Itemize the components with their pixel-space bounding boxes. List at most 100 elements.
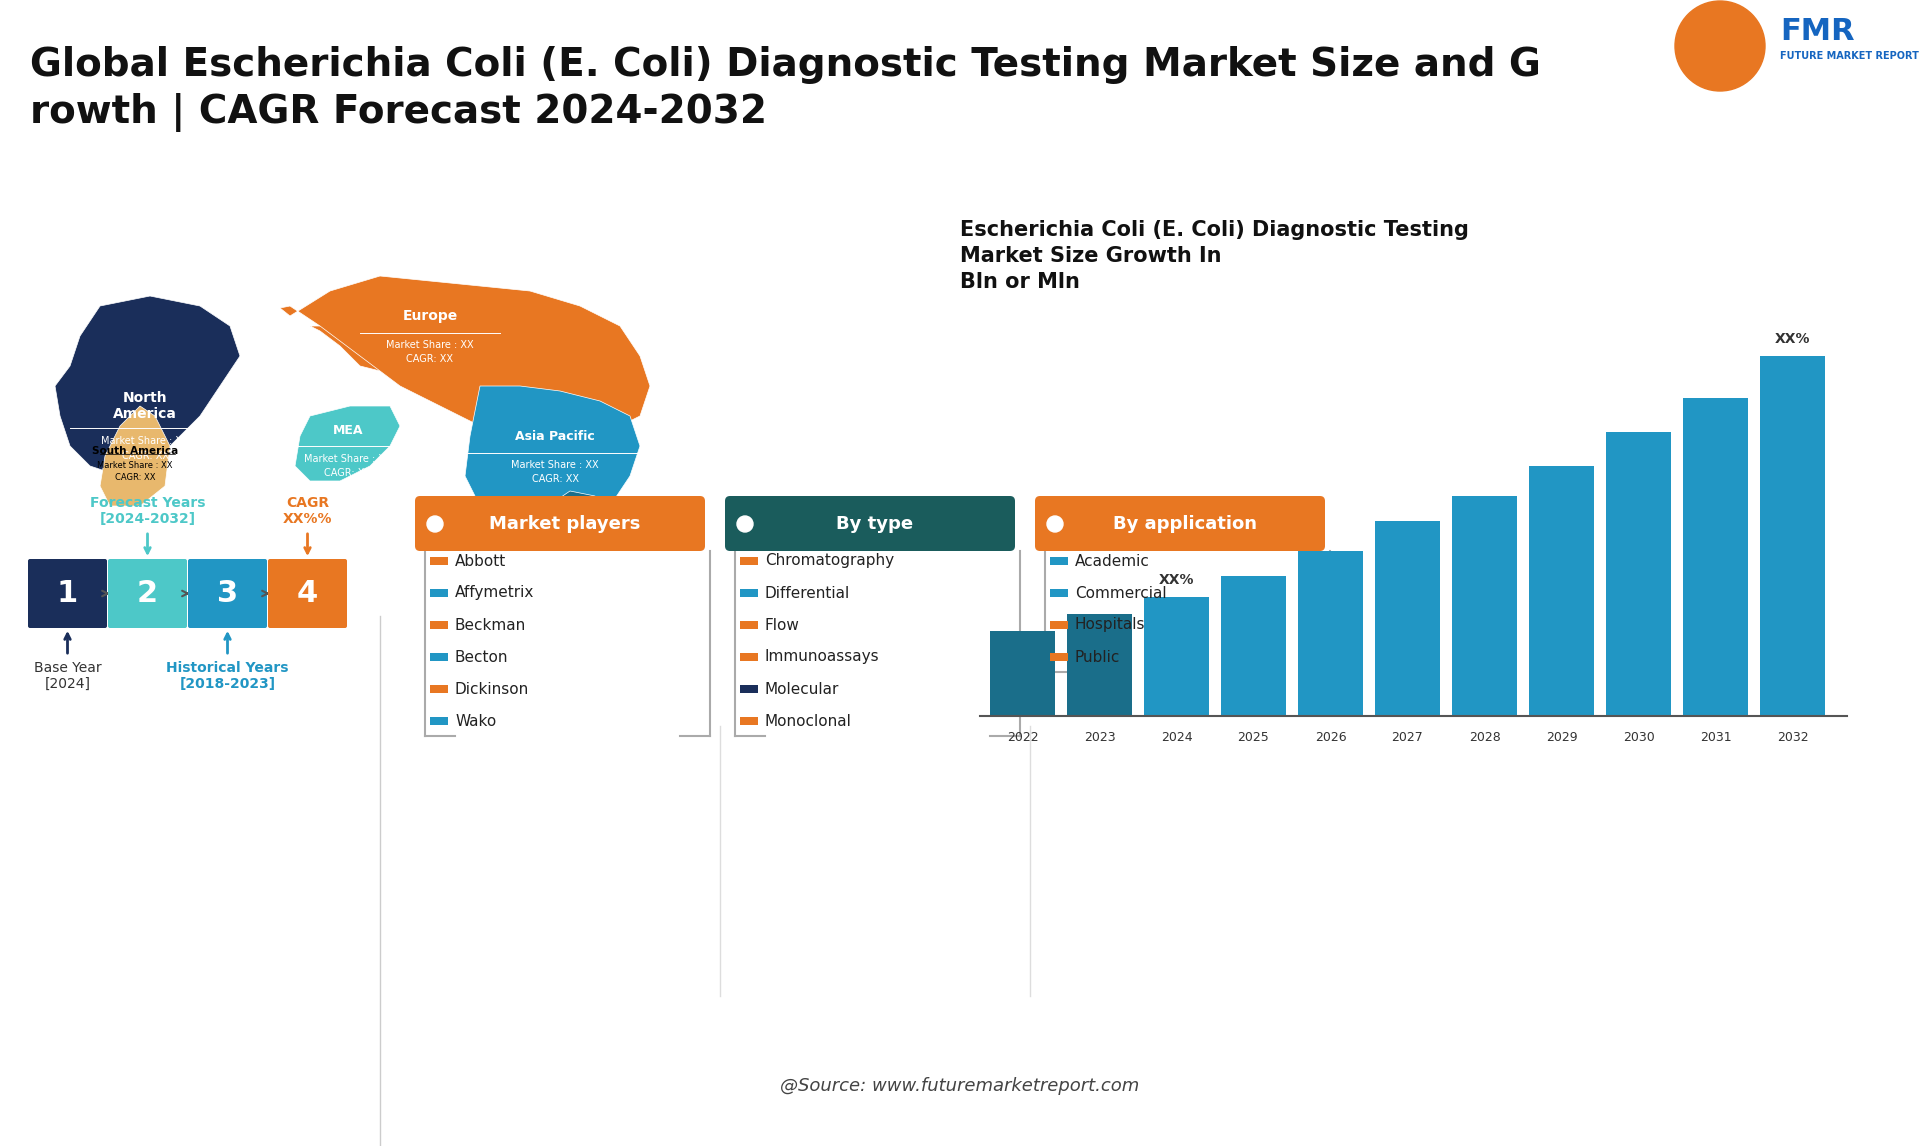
Text: Academic: Academic [1075,554,1150,568]
Text: CAGR: XX: CAGR: XX [115,473,156,482]
FancyBboxPatch shape [29,559,108,628]
Polygon shape [56,296,240,476]
Bar [430,685,447,693]
Text: Wako: Wako [455,714,495,729]
Bar [430,717,447,725]
FancyBboxPatch shape [188,559,267,628]
Text: Market Share : XX: Market Share : XX [98,461,173,470]
Bar [739,621,758,629]
Polygon shape [547,490,599,528]
Text: FUTURE MARKET REPORT: FUTURE MARKET REPORT [1780,52,1918,61]
Text: Chromatography: Chromatography [764,554,895,568]
Text: Europe: Europe [403,309,457,323]
Text: Monoclonal: Monoclonal [764,714,852,729]
Text: Becton: Becton [455,650,509,665]
Text: 2023: 2023 [1083,731,1116,744]
Bar [739,653,758,661]
Text: 2028: 2028 [1469,731,1500,744]
Text: FMR: FMR [1780,16,1855,46]
Bar [430,653,447,661]
Text: Global Escherichia Coli (E. Coli) Diagnostic Testing Market Size and G
rowth | C: Global Escherichia Coli (E. Coli) Diagno… [31,46,1542,132]
Text: XX%: XX% [1160,573,1194,588]
Text: 2032: 2032 [1776,731,1809,744]
Text: Market Share : XX: Market Share : XX [102,435,188,446]
Text: Market Share : XX: Market Share : XX [303,454,392,464]
Bar [1050,621,1068,629]
Text: XX%: XX% [1774,332,1811,346]
Bar [1298,551,1363,716]
Bar [1761,356,1826,716]
Bar [1050,589,1068,597]
Text: Base Year
[2024]: Base Year [2024] [35,661,102,691]
Text: 2025: 2025 [1238,731,1269,744]
Bar [1605,432,1670,716]
Text: Molecular: Molecular [764,682,839,697]
Text: Market Share : XX: Market Share : XX [386,340,474,350]
Text: 1: 1 [58,579,79,609]
Bar [1068,614,1133,716]
Bar [739,685,758,693]
Text: South America: South America [92,446,179,456]
Text: 4: 4 [298,579,319,609]
Bar [1452,496,1517,716]
Text: Differential: Differential [764,586,851,601]
FancyBboxPatch shape [1035,496,1325,551]
Text: Forecast Years
[2024-2032]: Forecast Years [2024-2032] [90,496,205,526]
Text: Commercial: Commercial [1075,586,1167,601]
Bar [1144,597,1210,716]
Text: Public: Public [1075,650,1121,665]
Text: 2027: 2027 [1392,731,1423,744]
Circle shape [1046,516,1064,532]
Bar [1221,576,1286,716]
Text: Historical Years
[2018-2023]: Historical Years [2018-2023] [167,661,288,691]
Bar [739,589,758,597]
FancyBboxPatch shape [415,496,705,551]
Polygon shape [280,276,651,446]
FancyBboxPatch shape [726,496,1016,551]
Text: MEA: MEA [332,424,363,438]
Text: Flow: Flow [764,618,801,633]
Text: Beckman: Beckman [455,618,526,633]
Polygon shape [465,386,639,531]
Bar [1684,399,1747,716]
Text: CAGR: XX: CAGR: XX [407,354,453,364]
Text: Immunoassays: Immunoassays [764,650,879,665]
Bar [1050,653,1068,661]
Bar [1050,557,1068,565]
Text: Asia Pacific: Asia Pacific [515,430,595,442]
Bar [991,631,1054,716]
Polygon shape [296,406,399,481]
Text: Hospitals: Hospitals [1075,618,1146,633]
Polygon shape [309,296,430,371]
Text: CAGR
XX%%: CAGR XX%% [282,496,332,526]
Text: 2024: 2024 [1162,731,1192,744]
Text: Dickinson: Dickinson [455,682,530,697]
FancyBboxPatch shape [108,559,186,628]
FancyBboxPatch shape [269,559,348,628]
Text: By application: By application [1114,515,1258,533]
Text: Affymetrix: Affymetrix [455,586,534,601]
Bar [430,557,447,565]
Text: CAGR: XX: CAGR: XX [121,452,169,461]
Text: @Source: www.futuremarketreport.com: @Source: www.futuremarketreport.com [780,1077,1140,1094]
Text: 2029: 2029 [1546,731,1578,744]
Text: CAGR: XX: CAGR: XX [324,468,371,478]
Text: 2022: 2022 [1006,731,1039,744]
Bar [739,557,758,565]
Circle shape [426,516,444,532]
Circle shape [737,516,753,532]
Text: 2026: 2026 [1315,731,1346,744]
Polygon shape [100,406,171,507]
Bar [739,717,758,725]
Text: By type: By type [837,515,914,533]
Text: CAGR: XX: CAGR: XX [532,474,578,484]
Bar [430,589,447,597]
Text: Market players: Market players [490,515,641,533]
Text: 2031: 2031 [1699,731,1732,744]
Bar [430,621,447,629]
Bar [1528,466,1594,716]
Text: 2030: 2030 [1622,731,1655,744]
Text: Market Share : XX: Market Share : XX [511,460,599,470]
Bar [1375,521,1440,716]
Text: 3: 3 [217,579,238,609]
